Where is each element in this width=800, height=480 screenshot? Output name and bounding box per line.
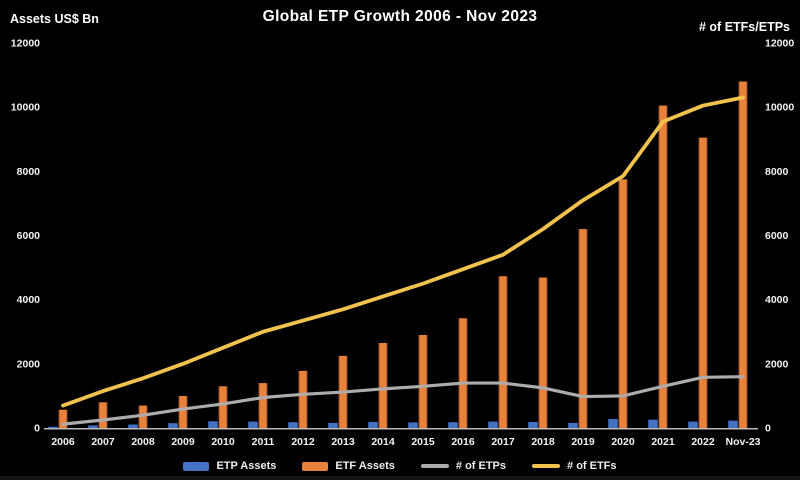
chart-legend: ETP Assets ETF Assets # of ETPs # of ETF…: [0, 456, 800, 476]
x-tick-2020: 2020: [611, 436, 635, 448]
x-tick-2008: 2008: [131, 436, 155, 448]
x-tick-2014: 2014: [371, 436, 395, 448]
x-tick-2013: 2013: [331, 436, 355, 448]
bar-etp-assets-2020: [608, 419, 618, 428]
bar-etf-assets-2022: [698, 137, 708, 429]
bar-etf-assets-2009: [178, 395, 188, 428]
y-tick-left-8000: 8000: [17, 166, 41, 178]
x-tick-2012: 2012: [291, 436, 315, 448]
bar-etf-assets-2018: [538, 277, 548, 428]
y-tick-left-12000: 12000: [11, 38, 40, 50]
chart-title: Global ETP Growth 2006 - Nov 2023: [262, 8, 538, 25]
bar-etf-assets-2016: [458, 318, 468, 428]
x-tick-2019: 2019: [571, 436, 595, 448]
x-tick-2018: 2018: [531, 436, 555, 448]
bar-etp-assets-2009: [168, 423, 178, 428]
bar-etf-assets-Nov-23: [738, 81, 748, 428]
x-tick-2011: 2011: [252, 436, 275, 448]
x-tick-2009: 2009: [171, 436, 195, 448]
x-tick-Nov-23: Nov-23: [725, 436, 760, 448]
bar-etp-assets-2010: [208, 421, 218, 428]
line-num-etps: [61, 375, 745, 426]
bar-etf-assets-2019: [578, 229, 588, 428]
bar-etp-assets-2006: [48, 426, 58, 428]
bar-etp-assets-2021: [648, 419, 658, 428]
bar-etf-assets-2010: [218, 386, 228, 428]
bottom-edge-strip: [0, 476, 800, 480]
legend-swatch-num-etfs: [532, 464, 561, 468]
y-tick-left-6000: 6000: [17, 230, 41, 242]
legend-swatch-num-etps: [420, 464, 449, 468]
x-tick-2006: 2006: [51, 436, 75, 448]
x-tick-2010: 2010: [211, 436, 235, 448]
bar-etp-assets-2016: [448, 422, 458, 428]
x-tick-2022: 2022: [691, 436, 715, 448]
left-axis-title: Assets US$ Bn: [10, 12, 99, 26]
y-tick-left-10000: 10000: [11, 102, 40, 114]
bar-etp-assets-2013: [328, 422, 338, 428]
bar-etf-assets-2007: [98, 402, 108, 428]
bar-etp-assets-2022: [688, 421, 698, 428]
bar-etf-assets-2012: [298, 370, 308, 428]
bar-etf-assets-2006: [58, 409, 68, 428]
y-tick-right-6000: 6000: [765, 230, 789, 242]
x-tick-2017: 2017: [491, 436, 515, 448]
bar-etp-assets-2007: [88, 425, 98, 428]
y-tick-left-0: 0: [34, 423, 40, 435]
bar-etp-assets-2017: [488, 421, 498, 428]
bar-etp-assets-2015: [408, 422, 418, 428]
bar-etp-assets-Nov-23: [728, 420, 738, 428]
bar-etf-assets-2017: [498, 276, 508, 428]
x-tick-2015: 2015: [411, 436, 435, 448]
y-tick-right-10000: 10000: [765, 102, 794, 114]
legend-swatch-etf-assets: [302, 461, 329, 471]
y-tick-left-4000: 4000: [17, 294, 41, 306]
bar-etf-assets-2014: [378, 342, 388, 428]
legend-item-num-etfs: # of ETFs: [532, 460, 617, 472]
y-tick-right-2000: 2000: [765, 358, 789, 370]
bar-etp-assets-2014: [368, 421, 378, 428]
y-tick-right-4000: 4000: [765, 294, 789, 306]
legend-item-etp-assets: ETP Assets: [183, 460, 276, 472]
y-tick-right-12000: 12000: [765, 38, 794, 50]
bar-etf-assets-2015: [418, 334, 428, 428]
legend-item-etf-assets: ETF Assets: [302, 460, 395, 472]
bar-etf-assets-2011: [258, 383, 268, 428]
legend-item-num-etps: # of ETPs: [420, 460, 507, 472]
legend-label-num-etfs: # of ETFs: [567, 460, 617, 472]
bar-etp-assets-2018: [528, 421, 538, 428]
bar-etp-assets-2011: [248, 421, 258, 428]
bar-etp-assets-2012: [288, 422, 298, 428]
bar-etp-assets-2019: [568, 422, 578, 428]
line-num-etfs: [61, 95, 745, 408]
y-tick-left-2000: 2000: [17, 358, 41, 370]
legend-label-etp-assets: ETP Assets: [216, 460, 277, 472]
y-tick-right-0: 0: [765, 423, 771, 435]
x-tick-2007: 2007: [91, 436, 115, 448]
right-axis-title: # of ETFs/ETPs: [699, 20, 790, 34]
legend-swatch-etp-assets: [183, 461, 210, 471]
legend-label-num-etps: # of ETPs: [455, 460, 507, 472]
y-tick-right-8000: 8000: [765, 166, 789, 178]
bar-etf-assets-2020: [618, 179, 628, 428]
x-tick-2016: 2016: [451, 436, 475, 448]
x-tick-2021: 2021: [651, 436, 675, 448]
bar-etp-assets-2008: [128, 424, 138, 428]
legend-label-etf-assets: ETF Assets: [335, 460, 395, 472]
bar-etf-assets-2021: [658, 105, 668, 428]
